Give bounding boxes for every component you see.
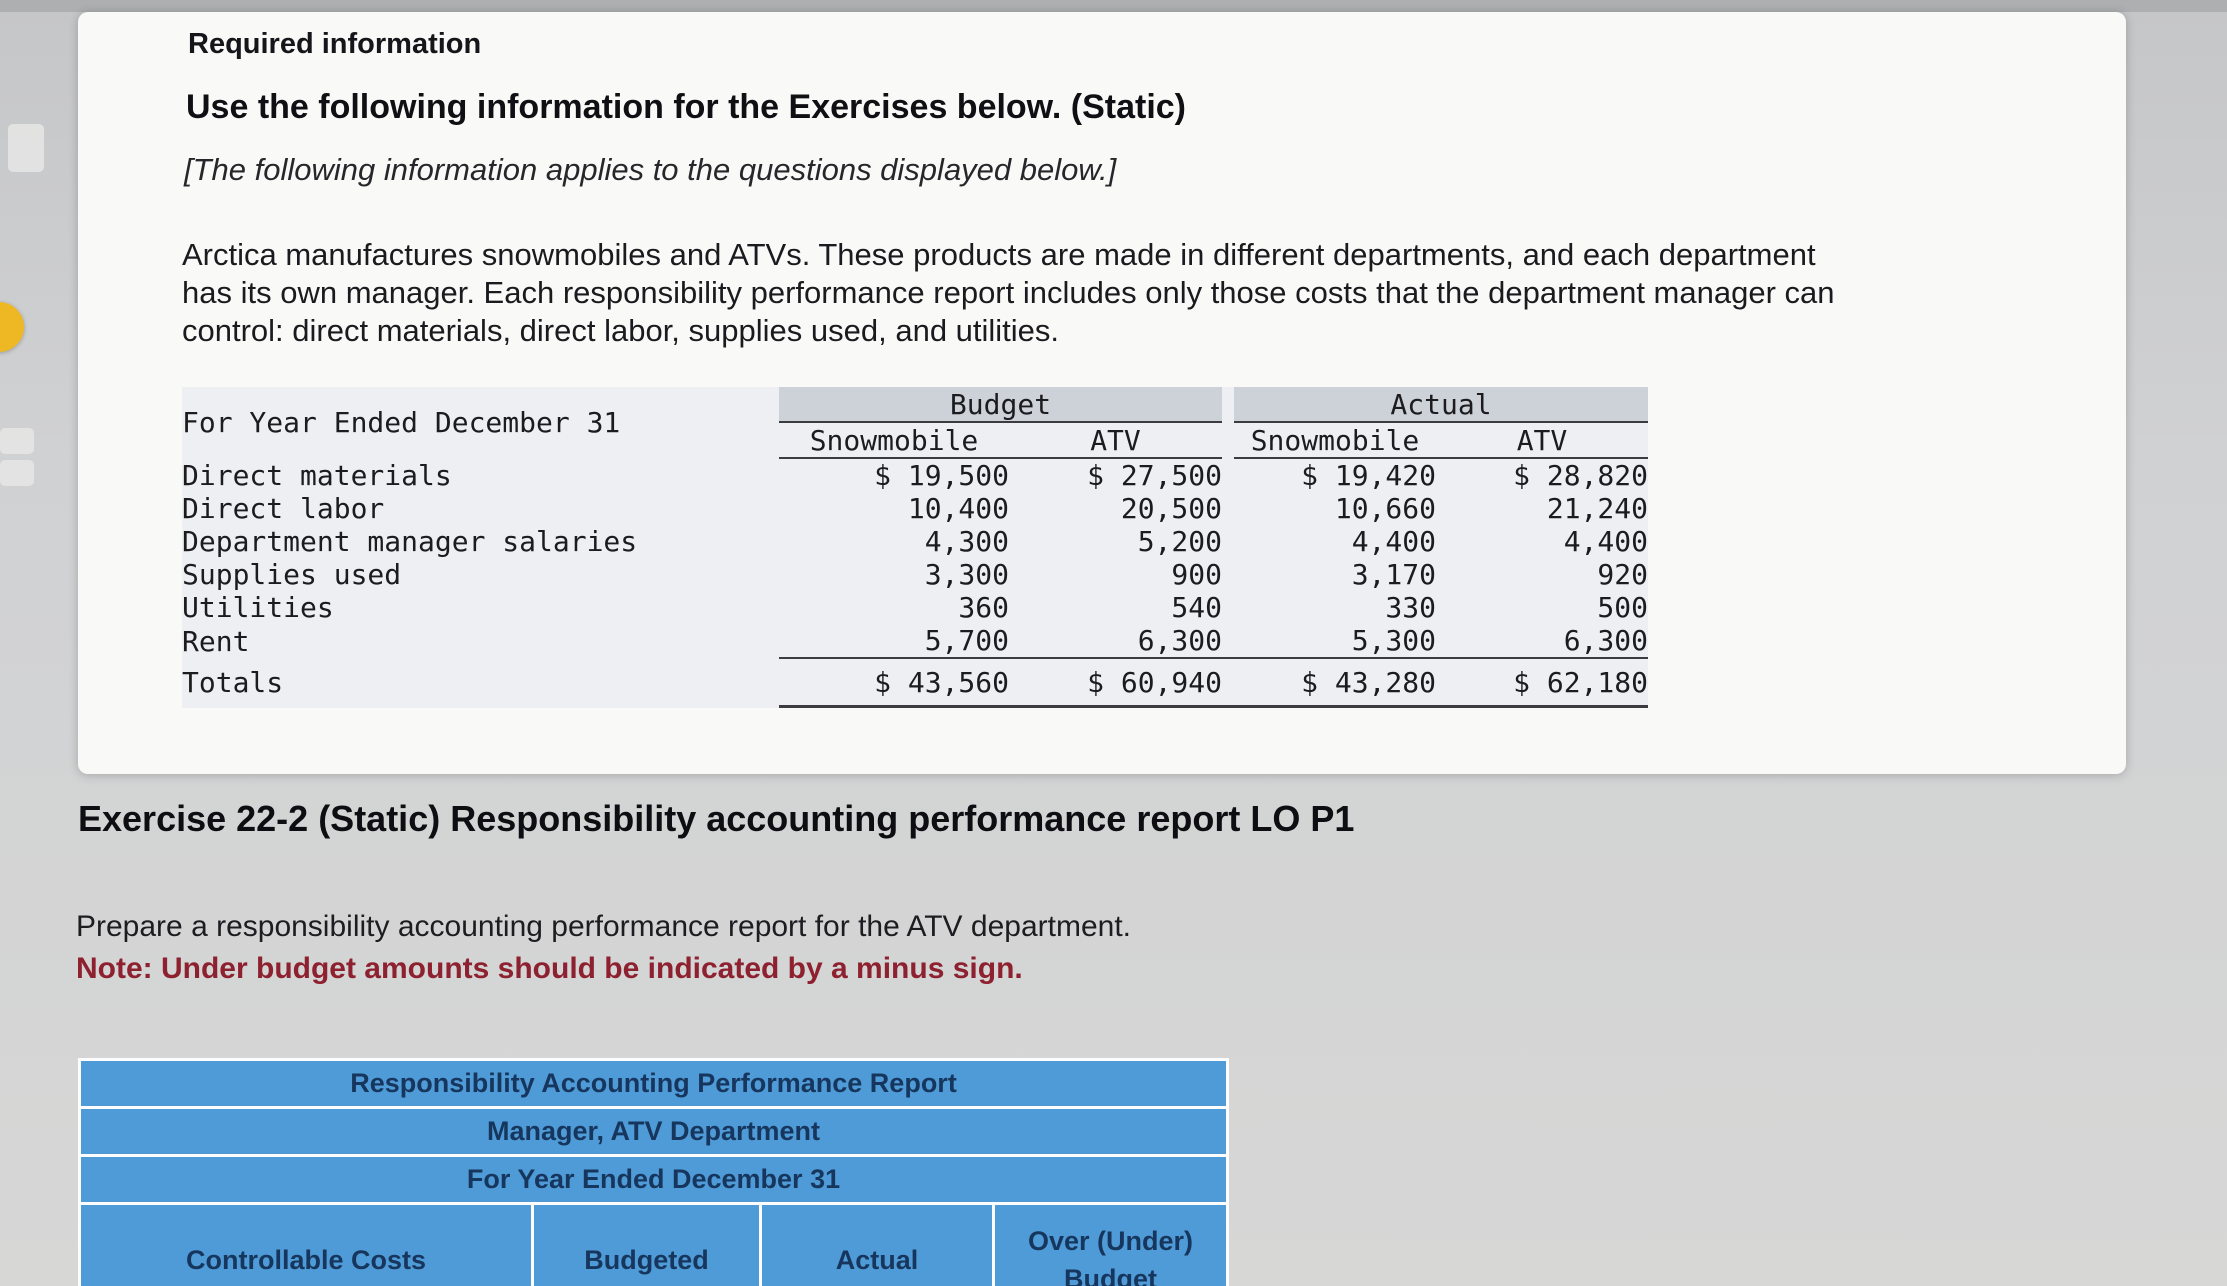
row-value: 5,300 — [1351, 624, 1436, 657]
row-value: $ 19,500 — [874, 459, 1009, 492]
total-value: $ 62,180 — [1436, 657, 1648, 708]
report-column-header: Controllable Costs — [81, 1205, 531, 1286]
total-value: $ 43,560 — [779, 657, 1009, 708]
row-value: 5,200 — [1137, 525, 1222, 558]
row-value: 3,300 — [924, 558, 1009, 591]
column-gap — [1222, 591, 1234, 624]
column-gap — [1222, 458, 1234, 492]
row-value: 4,300 — [924, 525, 1009, 558]
column-header: ATV — [1009, 422, 1222, 459]
report-column-header: Actual — [762, 1205, 992, 1286]
left-gutter-marker — [0, 428, 34, 454]
total-value: $ 43,280 — [1234, 657, 1436, 708]
report-period-line: For Year Ended December 31 — [81, 1157, 1227, 1202]
column-header-row: Snowmobile ATV Snowmobile ATV — [182, 422, 1648, 459]
column-gap — [1222, 422, 1234, 458]
group-header-row: For Year Ended December 31 Budget Actual — [182, 387, 1648, 439]
actual-group-header: Actual — [1234, 387, 1648, 423]
table-row: Direct materials $ 19,500 $ 27,500 $ 19,… — [182, 458, 1648, 493]
applies-note: [The following information applies to th… — [184, 152, 1117, 187]
table-row: Utilities 360 540 330 500 — [182, 591, 1648, 624]
column-gap — [1222, 657, 1234, 708]
row-label: Rent — [182, 624, 250, 658]
exercise-note: Note: Under budget amounts should be ind… — [76, 952, 1023, 985]
table-row: Department manager salaries 4,300 5,200 … — [182, 525, 1648, 558]
report-column-header: Over (Under) Budget — [995, 1205, 1227, 1286]
table-row: Direct labor 10,400 20,500 10,660 21,240 — [182, 492, 1648, 525]
row-label: Supplies used — [182, 558, 402, 591]
budget-actual-table: For Year Ended December 31 Budget Actual… — [182, 387, 1648, 708]
info-title: Use the following information for the Ex… — [186, 88, 1186, 126]
problem-description: Arctica manufactures snowmobiles and ATV… — [182, 236, 1835, 350]
total-value: $ 60,940 — [1009, 657, 1222, 708]
description-line: control: direct materials, direct labor,… — [182, 313, 1060, 348]
exercise-heading: Exercise 22-2 (Static) Responsibility ac… — [78, 798, 1355, 839]
column-gap — [1222, 624, 1234, 658]
row-value: 21,240 — [1546, 492, 1648, 525]
column-header: Snowmobile — [779, 422, 1009, 459]
row-value: 10,660 — [1334, 492, 1436, 525]
column-header: Snowmobile — [1234, 422, 1436, 459]
row-value: 900 — [1171, 558, 1222, 591]
row-value: 540 — [1171, 591, 1222, 624]
column-gap — [1222, 558, 1234, 591]
description-line: Arctica manufactures snowmobiles and ATV… — [182, 237, 1816, 272]
required-info-label: Required information — [188, 28, 482, 60]
report-column-header-row: Controllable Costs Budgeted Actual Over … — [81, 1205, 1227, 1286]
report-period-row: For Year Ended December 31 — [81, 1157, 1227, 1202]
row-value: 330 — [1385, 591, 1436, 624]
row-value: $ 27,500 — [1087, 459, 1222, 492]
row-value: 4,400 — [1351, 525, 1436, 558]
column-gap — [1222, 492, 1234, 525]
row-value: $ 28,820 — [1513, 459, 1648, 492]
row-label: Utilities — [182, 591, 334, 624]
left-gutter-panel — [8, 124, 44, 172]
budget-group-header: Budget — [779, 387, 1222, 423]
report-manager-line: Manager, ATV Department — [81, 1109, 1227, 1154]
row-label: Direct labor — [182, 492, 385, 525]
row-value: 6,300 — [1563, 624, 1648, 657]
row-value: 920 — [1597, 558, 1648, 591]
row-value: 6,300 — [1137, 624, 1222, 657]
row-value: 3,170 — [1351, 558, 1436, 591]
row-value: 5,700 — [924, 624, 1009, 657]
description-line: has its own manager. Each responsibility… — [182, 275, 1835, 310]
row-value: 20,500 — [1120, 492, 1222, 525]
row-label: Totals — [182, 665, 284, 699]
report-title-row: Responsibility Accounting Performance Re… — [81, 1061, 1227, 1106]
exercise-instruction: Prepare a responsibility accounting perf… — [76, 910, 1131, 943]
left-gutter-marker — [0, 460, 34, 486]
required-info-card: Required information Use the following i… — [78, 12, 2126, 774]
performance-report-table: Responsibility Accounting Performance Re… — [78, 1058, 1230, 1286]
row-value: $ 19,420 — [1301, 459, 1436, 492]
row-value: 500 — [1597, 591, 1648, 624]
window-top-edge — [0, 0, 2227, 12]
totals-row: Totals $ 43,560 $ 60,940 $ 43,280 $ 62,1… — [182, 657, 1648, 708]
row-value: 10,400 — [907, 492, 1009, 525]
row-value: 4,400 — [1563, 525, 1648, 558]
feedback-button[interactable] — [0, 302, 24, 352]
table-row: Supplies used 3,300 900 3,170 920 — [182, 558, 1648, 591]
table-row: Rent 5,700 6,300 5,300 6,300 — [182, 624, 1648, 658]
report-column-header: Budgeted — [534, 1205, 759, 1286]
row-value: 360 — [958, 591, 1009, 624]
report-title: Responsibility Accounting Performance Re… — [81, 1061, 1227, 1106]
report-manager-row: Manager, ATV Department — [81, 1109, 1227, 1154]
row-label: Department manager salaries — [182, 525, 638, 558]
row-label: Direct materials — [182, 458, 452, 492]
period-label: For Year Ended December 31 — [182, 406, 621, 439]
column-gap — [1222, 525, 1234, 558]
column-gap — [1222, 387, 1234, 422]
column-header: ATV — [1436, 422, 1648, 459]
